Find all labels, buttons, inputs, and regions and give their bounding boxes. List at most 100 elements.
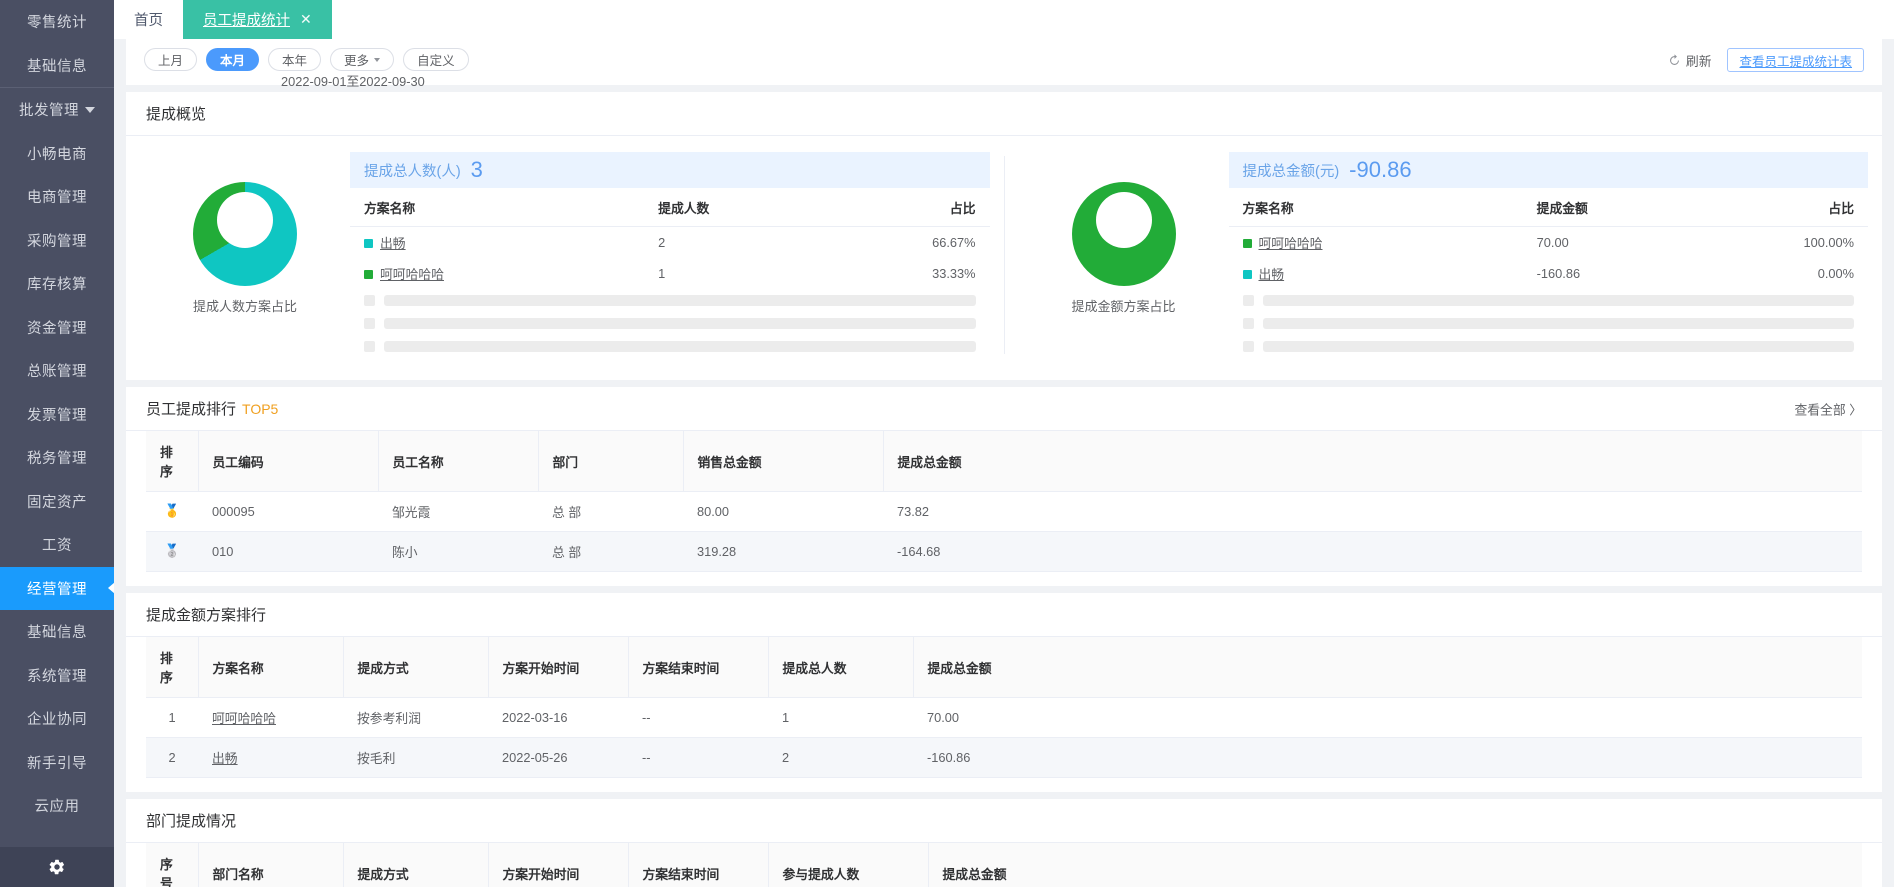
commission-amount-cell: 70.00: [913, 697, 1862, 739]
rank-cell: 1: [146, 697, 198, 739]
top5-table: 排序 员工编码 员工名称 部门 销售总金额 提成总金额 🥇 000095 邹光霞总 部 80.0…: [146, 431, 1862, 573]
value-cell: 70.00: [1536, 235, 1569, 251]
sidebar-item-12[interactable]: 工资: [0, 523, 114, 567]
column-header: 提成总人数: [768, 637, 914, 699]
column-header: 占比: [816, 188, 990, 228]
legend-color-swatch: [1242, 270, 1252, 280]
plan-name-link[interactable]: 出畅: [212, 751, 238, 767]
amount-stat-banner: 提成总金额(元) -90.86: [1228, 152, 1868, 189]
filter-chip-1[interactable]: 本月: [206, 48, 260, 72]
sidebar-settings-button[interactable]: [0, 847, 114, 887]
overview-amount-section: 提成金额方案占比 提成总金额(元) -90.86 方案名称 提成金额 占比 呵呵哈哈…: [1005, 152, 1883, 358]
sidebar-item-0[interactable]: 零售统计: [0, 0, 114, 44]
sidebar-item-15[interactable]: 系统管理: [0, 654, 114, 698]
top5-view-all-link[interactable]: 查看全部 〉: [1794, 402, 1862, 418]
department-commission-card: 部门提成情况 序号 部门名称 提成方式 方案开始时间 方案结束时间 参与提成人数 提成总金额: [126, 799, 1882, 887]
skeleton-row: [350, 335, 990, 358]
column-header: 方案开始时间: [488, 637, 629, 699]
amount-table: 方案名称 提成金额 占比 呵呵哈哈哈 70.00 100.00% 出畅 -160.86 0.0…: [1228, 188, 1869, 289]
sidebar-item-10[interactable]: 税务管理: [0, 436, 114, 480]
sidebar-item-7[interactable]: 资金管理: [0, 306, 114, 350]
sidebar-item-14[interactable]: 基础信息: [0, 610, 114, 654]
skeleton-swatch: [1242, 341, 1254, 353]
skeleton-bar: [1262, 318, 1854, 330]
filter-chip-4[interactable]: 自定义: [403, 48, 469, 72]
column-header: 销售总金额: [683, 431, 884, 493]
sidebar-item-5[interactable]: 采购管理: [0, 219, 114, 263]
column-header: 占比: [1695, 188, 1868, 228]
dept-table: 序号 部门名称 提成方式 方案开始时间 方案结束时间 参与提成人数 提成总金额: [146, 843, 1862, 887]
sidebar-item-11[interactable]: 固定资产: [0, 480, 114, 524]
skeleton-bar: [384, 295, 976, 307]
filter-chip-0[interactable]: 上月: [144, 48, 198, 72]
plan-name-link[interactable]: 呵呵哈哈哈: [380, 267, 444, 283]
dept-grid-wrap: 序号 部门名称 提成方式 方案开始时间 方案结束时间 参与提成人数 提成总金额: [126, 843, 1882, 887]
sidebar-item-9[interactable]: 发票管理: [0, 393, 114, 437]
filter-chip-label: 本月: [220, 54, 246, 69]
sidebar-item-label: 发票管理: [27, 407, 87, 424]
sidebar-item-18[interactable]: 云应用: [0, 784, 114, 828]
plan-start-cell: 2022-05-26: [488, 737, 628, 779]
table-row: 出畅 -160.86 0.00%: [1229, 258, 1869, 289]
skeleton-bar: [1262, 341, 1854, 353]
people-donut-chart: [193, 168, 297, 287]
plan-name-link[interactable]: 出畅: [380, 236, 406, 252]
plan-name-link[interactable]: 呵呵哈哈哈: [212, 711, 276, 727]
skeleton-swatch: [364, 341, 375, 353]
column-header: 序号: [146, 843, 199, 887]
people-skeleton-rows: [350, 289, 990, 358]
sidebar-item-label: 经营管理: [27, 581, 87, 598]
sidebar-item-16[interactable]: 企业协同: [0, 697, 114, 741]
column-header: 方案名称: [198, 637, 344, 699]
percent-cell: 100.00%: [1803, 235, 1854, 251]
sidebar-item-4[interactable]: 电商管理: [0, 175, 114, 219]
active-arrow-icon: [108, 582, 114, 595]
skeleton-row: [1229, 335, 1869, 358]
sidebar-item-2[interactable]: 批发管理: [0, 88, 114, 132]
view-commission-report-button[interactable]: 查看员工提成统计表: [1727, 48, 1864, 73]
column-header: 员工名称: [378, 431, 539, 493]
sidebar-item-label: 资金管理: [27, 320, 87, 337]
people-donut-caption: 提成人数方案占比: [192, 299, 297, 315]
sidebar-item-13[interactable]: 经营管理: [0, 566, 114, 610]
table-row: 🥇 000095 邹光霞总 部 80.00 73.82: [146, 491, 1862, 533]
filter-chip-3[interactable]: 更多: [330, 48, 395, 72]
amount-donut-wrap: 提成金额方案占比: [1019, 152, 1229, 315]
department-cell: 总 部: [538, 491, 683, 533]
sidebar-items: 零售统计 基础信息 批发管理 小畅电商 电商管理 采购管理 库存核算 资金管理 总账管理 发票管理…: [0, 0, 114, 847]
plan-name-link[interactable]: 出畅: [1258, 267, 1285, 283]
tab-0[interactable]: 首页: [114, 0, 183, 39]
sidebar-item-17[interactable]: 新手引导: [0, 741, 114, 785]
skeleton-row: [350, 289, 990, 312]
commission-total-cell: 73.82: [883, 491, 1862, 533]
tab-label: 首页: [134, 13, 163, 30]
sidebar-item-3[interactable]: 小畅电商: [0, 132, 114, 176]
skeleton-swatch: [1242, 295, 1254, 307]
sidebar-item-1[interactable]: 基础信息: [0, 44, 114, 88]
value-cell: 1: [658, 266, 666, 282]
tab-1[interactable]: 员工提成统计 ✕: [183, 0, 332, 40]
plan-name-cell: 呵呵哈哈哈: [350, 258, 644, 289]
sales-total-cell: 319.28: [683, 531, 883, 573]
sidebar-item-6[interactable]: 库存核算: [0, 262, 114, 306]
filter-chip-label: 更多: [344, 54, 370, 69]
skeleton-bar: [384, 318, 976, 330]
filter-chip-label: 上月: [158, 54, 184, 69]
filter-chip-label: 本年: [282, 54, 308, 69]
top5-title: 员工提成排行 TOP5: [146, 401, 279, 419]
skeleton-swatch: [364, 318, 375, 330]
amount-donut-caption: 提成金额方案占比: [1071, 299, 1176, 315]
employee-name-cell: 陈小: [378, 531, 538, 573]
refresh-button[interactable]: 刷新: [1668, 51, 1711, 70]
plan-name-link[interactable]: 呵呵哈哈哈: [1258, 236, 1323, 252]
sidebar: 零售统计 基础信息 批发管理 小畅电商 电商管理 采购管理 库存核算 资金管理 总账管理 发票管理…: [0, 0, 114, 887]
amount-stats: 提成总金额(元) -90.86 方案名称 提成金额 占比 呵呵哈哈哈 70.00 100…: [1228, 152, 1869, 358]
skeleton-bar: [384, 341, 976, 353]
plan-end-cell: --: [628, 737, 768, 779]
close-icon[interactable]: ✕: [300, 11, 312, 28]
overview-card-header: 提成概览: [126, 92, 1882, 137]
value-cell: -160.86: [1536, 266, 1581, 282]
plan-name-cell: 呵呵哈哈哈: [198, 697, 343, 739]
sidebar-item-8[interactable]: 总账管理: [0, 349, 114, 393]
filter-chip-2[interactable]: 本年: [268, 48, 322, 72]
